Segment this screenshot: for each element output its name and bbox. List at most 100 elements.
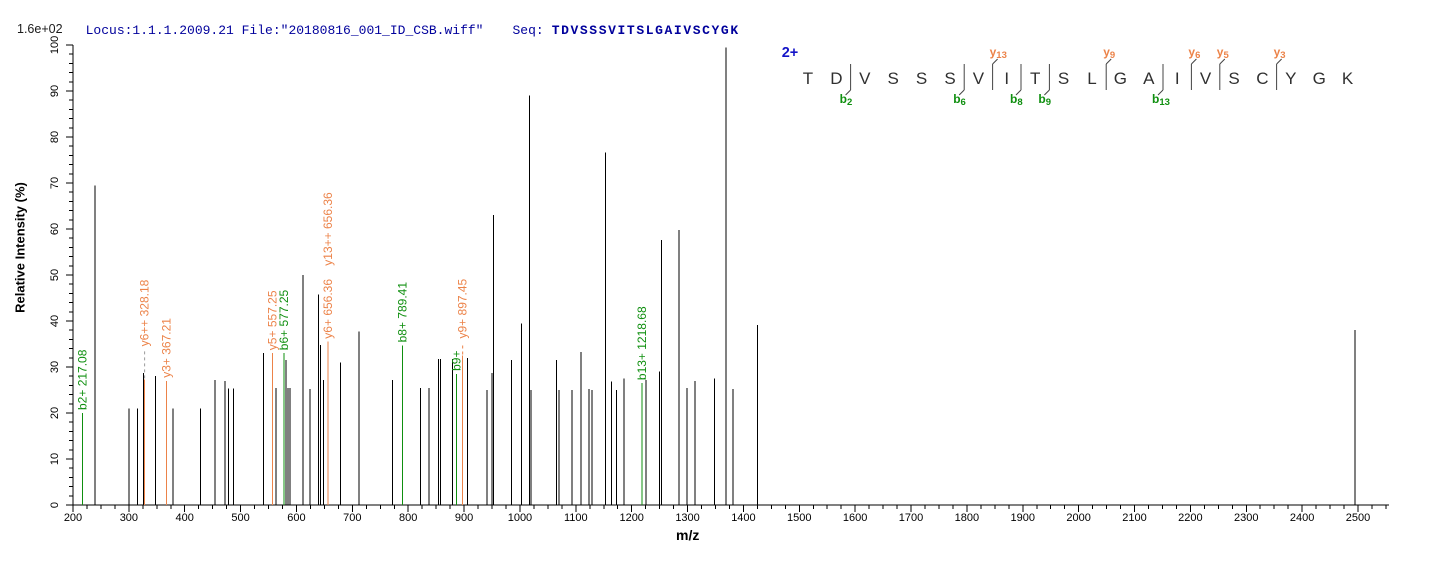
- y-tick-label: 70: [49, 177, 61, 189]
- x-tick-label: 2400: [1290, 512, 1314, 524]
- y-tick-label: 40: [49, 315, 61, 327]
- y-ion-label: y3: [1274, 45, 1286, 61]
- b-ion-label: b13: [1152, 92, 1170, 108]
- b-ion-label: b6: [953, 92, 966, 108]
- b-hook: [845, 89, 851, 96]
- y-tick-label: 80: [49, 131, 61, 143]
- axes: [66, 44, 1389, 512]
- b-hook: [958, 89, 965, 96]
- b-hook: [1157, 89, 1164, 96]
- peak-annotation: y5+ 557.25: [266, 290, 280, 350]
- peak-annotation: b8+ 789.41: [395, 282, 409, 343]
- charge-state: 2+: [782, 45, 799, 61]
- b-hook: [1044, 89, 1050, 96]
- y-tick-label: 10: [49, 453, 61, 465]
- x-tick-label: 2100: [1122, 512, 1146, 524]
- y-ion-label: y6: [1188, 45, 1200, 61]
- x-tick-label: 1100: [564, 512, 588, 524]
- x-tick-label: 1700: [899, 512, 923, 524]
- peak-annotation: y3+ 367.21: [159, 318, 173, 378]
- residue: S: [1058, 69, 1069, 88]
- b-ion-marker: [1015, 64, 1022, 96]
- y-hook: [992, 58, 998, 65]
- x-tick-label: 500: [231, 512, 249, 524]
- residue: Y: [1285, 69, 1296, 88]
- b-ion-marker: [1157, 64, 1164, 96]
- y-ion-marker: [1190, 58, 1197, 90]
- residue: S: [916, 69, 927, 88]
- x-tick-label: 800: [399, 512, 417, 524]
- sequence-value: TDVSSSVITSLGAIVSCYGK: [551, 23, 740, 38]
- residue: K: [1342, 69, 1354, 88]
- y-tick-label: 100: [49, 36, 61, 54]
- residue: T: [803, 69, 813, 88]
- b-ion-label: b2: [840, 92, 853, 108]
- x-axis-title: m/z: [676, 527, 700, 543]
- residue: G: [1313, 69, 1326, 88]
- y-tick-label: 90: [49, 85, 61, 97]
- max-intensity-label: 1.6e+02: [17, 22, 63, 36]
- x-tick-label: 2200: [1178, 512, 1202, 524]
- peak-annotation: b6+ 577.25: [277, 289, 291, 350]
- b-ion-label: b8: [1010, 92, 1023, 108]
- y-hook: [1276, 58, 1282, 65]
- residue: C: [1256, 69, 1268, 88]
- x-tick-label: 400: [176, 512, 194, 524]
- y-ion-marker: [1276, 58, 1282, 90]
- x-tick-label: 900: [455, 512, 473, 524]
- y-tick-label: 0: [49, 502, 61, 508]
- y-tick-label: 50: [49, 269, 61, 281]
- y-hook: [1191, 58, 1197, 65]
- residue: A: [1143, 69, 1155, 88]
- x-tick-label: 1900: [1011, 512, 1035, 524]
- y-hook: [1219, 58, 1226, 65]
- x-tick-label: 600: [287, 512, 305, 524]
- locus-file-info: Locus:1.1.1.2009.21 File:"20180816_001_I…: [85, 23, 484, 38]
- b-ion-marker: [1044, 64, 1050, 96]
- y-ion-label: y13: [990, 45, 1007, 61]
- residue: G: [1114, 69, 1127, 88]
- y-ion-label: y9: [1103, 45, 1115, 61]
- y-tick-label: 60: [49, 223, 61, 235]
- x-tick-label: 300: [120, 512, 138, 524]
- y-tick-labels: 0 10 20 30 40 50 60 70 80 90 100: [49, 36, 61, 508]
- y-tick-label: 30: [49, 361, 61, 373]
- x-tick-label: 2300: [1234, 512, 1258, 524]
- x-tick-label: 1000: [508, 512, 532, 524]
- x-tick-label: 1300: [675, 512, 699, 524]
- x-tick-labels: 200 300 400 500 600 700 800 900 1000 1100 1200 1300…: [64, 512, 1370, 524]
- residue: S: [1228, 69, 1239, 88]
- peak-annotation: y6++ 328.18: [138, 279, 152, 346]
- y-tick-label: 20: [49, 407, 61, 419]
- residue: I: [1004, 69, 1009, 88]
- x-tick-label: 200: [64, 512, 82, 524]
- header: Locus:1.1.1.2009.21 File:"20180816_001_I…: [70, 8, 740, 38]
- b-ion-marker: [958, 64, 965, 96]
- residue: L: [1087, 69, 1096, 88]
- b-hook: [1015, 89, 1022, 96]
- residue: D: [830, 69, 842, 88]
- peak-annotation: b13+ 1218.68: [635, 306, 649, 380]
- y-ion-marker: [1105, 58, 1112, 90]
- residue: V: [973, 69, 985, 88]
- b-ion-label: b9: [1038, 92, 1051, 108]
- x-tick-label: 1800: [955, 512, 979, 524]
- peak-annotation: b2+ 217.08: [76, 349, 90, 410]
- residue: T: [1030, 69, 1040, 88]
- peak-annotation: y6+ 656.36: [321, 279, 335, 339]
- residue: I: [1175, 69, 1180, 88]
- seq-label: Seq:: [512, 23, 544, 38]
- x-tick-label: 1500: [787, 512, 811, 524]
- y-ion-marker: [992, 58, 998, 90]
- x-tick-label: 700: [343, 512, 361, 524]
- peaks: [82, 47, 1356, 505]
- y-ion-label: y5: [1217, 45, 1230, 61]
- b-ion-marker: [845, 64, 852, 96]
- residue: S: [888, 69, 899, 88]
- x-tick-label: 1400: [731, 512, 755, 524]
- x-tick-label: 2000: [1066, 512, 1090, 524]
- peak-annotation: y9+ 897.45: [456, 278, 470, 338]
